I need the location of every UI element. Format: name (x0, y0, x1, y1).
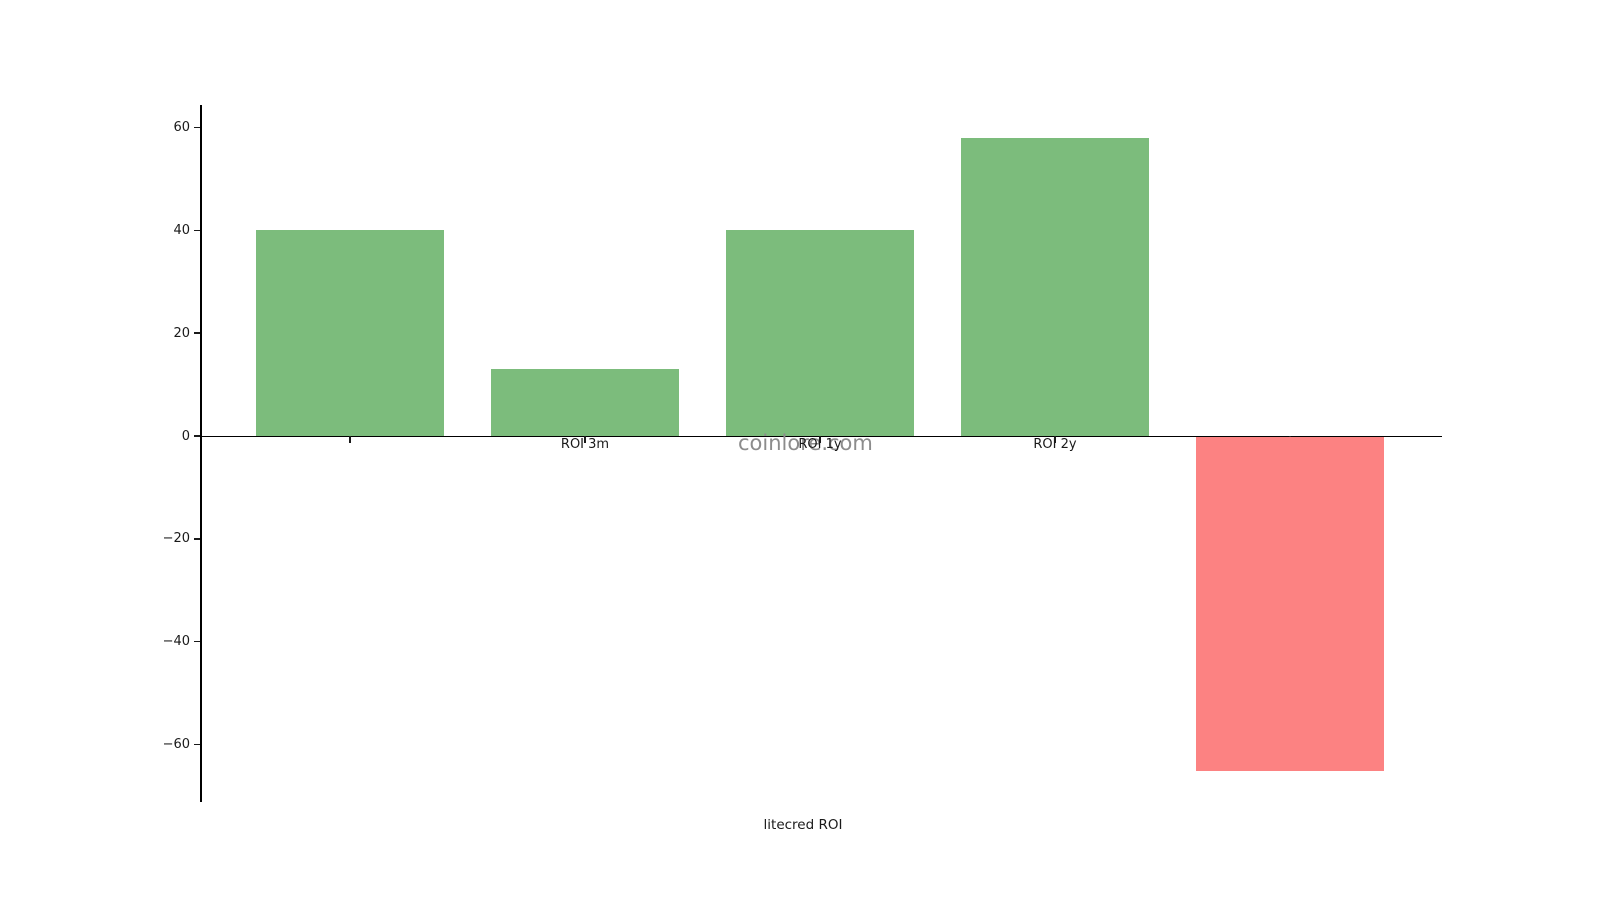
x-tick-label: ROI 1y (798, 437, 842, 452)
y-tick-mark (194, 126, 200, 129)
y-tick-mark (194, 435, 200, 437)
bar-roi-1y (726, 230, 914, 436)
y-tick-label: 40 (173, 222, 190, 238)
y-tick-label: 20 (173, 325, 190, 341)
bar-roi-2y (961, 137, 1149, 436)
x-tick-label: ROI 3m (560, 437, 610, 452)
chart-title: litecred ROI (763, 817, 843, 833)
y-tick-label: 0 (181, 428, 190, 444)
x-tick-mark (584, 436, 586, 443)
x-tick-mark (819, 436, 821, 443)
y-tick-mark (194, 332, 200, 334)
y-tick-label: −40 (162, 634, 190, 650)
bar-category-1 (256, 230, 444, 436)
y-tick-label: −60 (162, 736, 190, 752)
y-tick-mark (194, 640, 200, 643)
bar-roi-3m (491, 369, 679, 436)
x-tick-mark (349, 436, 351, 443)
y-tick-label: 60 (173, 120, 190, 136)
x-tick-label: ROI 2y (1033, 437, 1077, 452)
x-tick-mark (1054, 436, 1056, 443)
y-tick-mark (194, 538, 200, 540)
y-tick-mark (194, 229, 200, 232)
watermark-text: coinlore.com (738, 431, 873, 455)
y-tick-mark (194, 743, 200, 746)
bar-category-5 (1196, 437, 1384, 772)
y-tick-label: −20 (162, 531, 190, 547)
y-axis-spine (200, 105, 202, 802)
x-axis-line (200, 435, 1442, 437)
